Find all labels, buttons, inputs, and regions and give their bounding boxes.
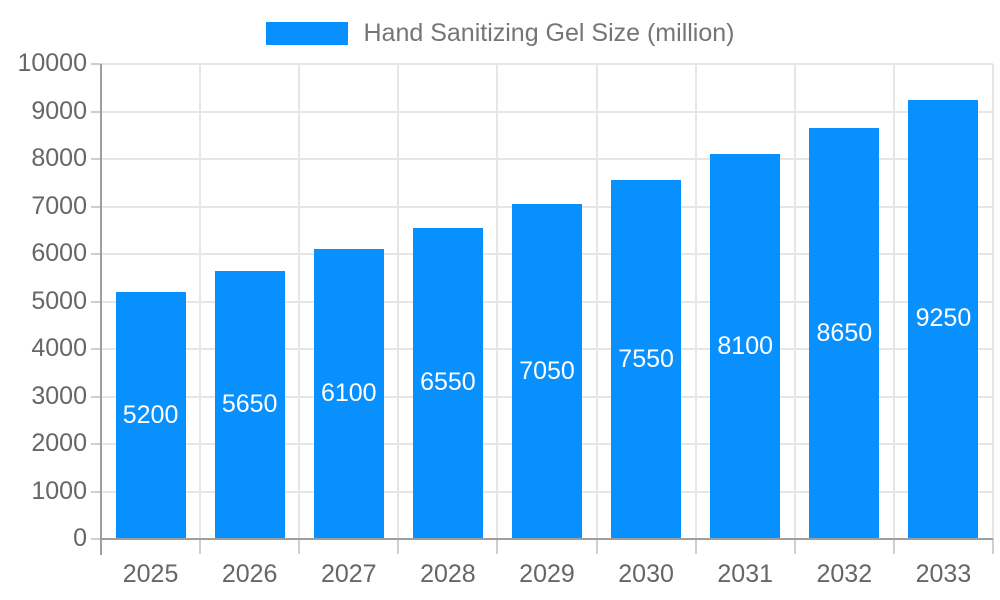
bar	[115, 292, 186, 538]
x-gridline	[992, 64, 994, 539]
x-gridline	[595, 64, 598, 539]
bar-value-label: 7550	[618, 344, 674, 373]
y-axis-line	[100, 64, 102, 555]
x-axis-tick	[992, 539, 994, 554]
y-axis-tick-label: 4000	[31, 334, 87, 362]
bar	[710, 154, 781, 538]
bar-value-label: 8100	[717, 331, 774, 360]
x-axis-tick-label: 2029	[519, 560, 575, 588]
x-axis-tick-label: 2032	[816, 560, 873, 588]
y-axis-tick-label: 2000	[31, 429, 87, 457]
bar	[809, 128, 880, 538]
x-axis-tick-label: 2026	[221, 560, 278, 588]
y-gridline	[101, 110, 993, 113]
legend-label: Hand Sanitizing Gel Size (million)	[363, 19, 735, 47]
y-axis-tick	[91, 348, 101, 350]
y-axis-tick-label: 7000	[31, 191, 87, 220]
y-axis-tick-label: 0	[73, 524, 87, 552]
x-axis-tick	[595, 539, 598, 554]
y-axis-tick	[91, 110, 101, 113]
x-gridline	[397, 64, 400, 539]
x-axis-tick-label: 2025	[122, 560, 179, 588]
bar	[214, 270, 285, 538]
y-axis-tick	[91, 538, 101, 540]
bar	[412, 227, 483, 538]
bar-value-label: 5650	[221, 389, 278, 418]
x-gridline	[298, 64, 301, 539]
y-axis-tick	[91, 443, 101, 445]
y-axis-tick	[91, 158, 101, 160]
x-axis-tick	[199, 539, 202, 554]
legend-swatch-icon	[265, 21, 348, 45]
y-axis-tick-label: 10000	[17, 49, 87, 77]
bar-value-label: 7050	[519, 356, 575, 385]
y-gridline	[101, 63, 993, 65]
y-axis-tick-label: 6000	[31, 239, 87, 267]
chart-legend: Hand Sanitizing Gel Size (million)	[0, 16, 1000, 50]
x-axis-line	[101, 538, 993, 540]
x-axis-tick	[496, 539, 499, 554]
bar-value-label: 8650	[816, 318, 873, 347]
x-axis-tick	[298, 539, 301, 554]
bar-value-label: 6550	[420, 368, 476, 397]
x-gridline	[793, 64, 796, 539]
y-axis-tick-label: 1000	[31, 476, 87, 505]
x-axis-tick	[892, 539, 895, 554]
bar-value-label: 9250	[915, 304, 972, 333]
x-axis-tick-label: 2027	[320, 560, 377, 588]
y-axis-tick-label: 8000	[31, 144, 87, 172]
bar	[313, 249, 384, 538]
y-axis-tick	[91, 490, 101, 493]
y-axis-tick	[91, 253, 101, 255]
bar	[611, 180, 682, 538]
y-gridline	[101, 158, 993, 160]
x-axis-tick	[793, 539, 796, 554]
x-axis-tick-label: 2030	[618, 560, 674, 588]
x-gridline	[199, 64, 202, 539]
x-gridline	[694, 64, 697, 539]
y-axis-tick-label: 5000	[31, 286, 87, 315]
x-axis-tick-label: 2033	[915, 560, 972, 588]
x-axis-tick	[694, 539, 697, 554]
bar	[908, 99, 979, 538]
y-axis-tick-label: 3000	[31, 381, 87, 410]
y-axis-tick	[91, 205, 101, 208]
bar	[512, 204, 582, 538]
y-axis-tick-label: 9000	[31, 96, 87, 125]
x-axis-tick-label: 2031	[717, 560, 774, 588]
y-axis-tick	[91, 63, 101, 65]
y-axis-tick	[91, 395, 101, 398]
x-gridline	[892, 64, 895, 539]
bar-value-label: 5200	[122, 400, 179, 429]
x-axis-tick	[397, 539, 400, 554]
y-axis-tick	[91, 300, 101, 303]
x-gridline	[496, 64, 499, 539]
x-axis-tick-label: 2028	[420, 560, 476, 588]
bar-value-label: 6100	[320, 379, 377, 408]
